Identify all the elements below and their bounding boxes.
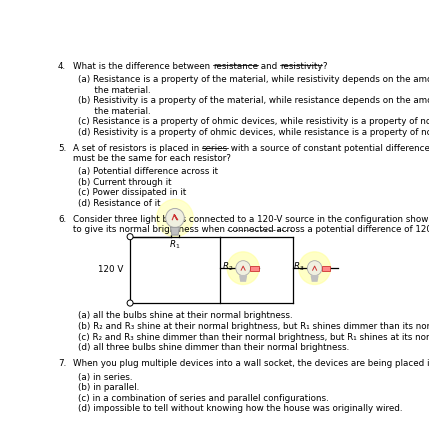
- FancyBboxPatch shape: [322, 266, 330, 271]
- Text: resistance: resistance: [213, 61, 258, 71]
- Text: A set of resistors is placed in: A set of resistors is placed in: [73, 144, 202, 153]
- Text: 120 V: 120 V: [98, 265, 124, 274]
- Text: (c) R₂ and R₃ shine dimmer than their normal brightness, but R₁ shines at its no: (c) R₂ and R₃ shine dimmer than their no…: [78, 332, 429, 342]
- Circle shape: [307, 261, 322, 276]
- Circle shape: [236, 261, 251, 276]
- Text: and: and: [258, 61, 280, 71]
- Text: (b) Resistivity is a property of the material, while resistance depends on the a: (b) Resistivity is a property of the mat…: [78, 96, 429, 105]
- Text: $R_2$: $R_2$: [222, 261, 233, 274]
- Text: When you plug multiple devices into a wall socket, the devices are being placed : When you plug multiple devices into a wa…: [73, 359, 429, 368]
- Text: (a) Resistance is a property of the material, while resistivity depends on the a: (a) Resistance is a property of the mate…: [78, 75, 429, 84]
- Text: What is the difference between: What is the difference between: [73, 61, 213, 71]
- Circle shape: [127, 300, 133, 306]
- Text: resistivity: resistivity: [280, 61, 322, 71]
- Text: (c) Resistance is a property of ohmic devices, while resistivity is a property o: (c) Resistance is a property of ohmic de…: [78, 118, 429, 126]
- Circle shape: [157, 199, 193, 236]
- Text: (b) in parallel.: (b) in parallel.: [78, 383, 139, 392]
- Text: must be the same for each resistor?: must be the same for each resistor?: [73, 154, 231, 164]
- Text: 7.: 7.: [58, 359, 66, 368]
- Text: $R_1$: $R_1$: [169, 238, 181, 251]
- Text: (a) Potential difference across it: (a) Potential difference across it: [78, 167, 218, 176]
- Polygon shape: [171, 228, 179, 235]
- Text: series: series: [202, 144, 228, 153]
- FancyBboxPatch shape: [251, 266, 259, 271]
- Text: 5.: 5.: [58, 144, 66, 153]
- Text: the material.: the material.: [78, 86, 150, 95]
- Circle shape: [299, 252, 331, 285]
- Circle shape: [166, 209, 184, 228]
- Text: with a source of constant potential difference. Which of the following: with a source of constant potential diff…: [228, 144, 429, 153]
- Polygon shape: [240, 276, 246, 281]
- Text: (b) Current through it: (b) Current through it: [78, 178, 171, 187]
- Text: the material.: the material.: [78, 107, 150, 116]
- Circle shape: [127, 234, 133, 240]
- Text: (d) all three bulbs shine dimmer than their normal brightness.: (d) all three bulbs shine dimmer than th…: [78, 343, 349, 352]
- Text: (a) in series.: (a) in series.: [78, 373, 132, 382]
- Text: (a) all the bulbs shine at their normal brightness.: (a) all the bulbs shine at their normal …: [78, 312, 292, 320]
- Text: (d) Resistivity is a property of ohmic devices, while resistance is a property o: (d) Resistivity is a property of ohmic d…: [78, 128, 429, 137]
- Text: to give its normal brightness when connected across a potential difference of 12: to give its normal brightness when conne…: [73, 225, 429, 234]
- Circle shape: [227, 252, 259, 285]
- Text: (b) R₂ and R₃ shine at their normal brightness, but R₁ shines dimmer than its no: (b) R₂ and R₃ shine at their normal brig…: [78, 322, 429, 331]
- Text: ?: ?: [322, 61, 327, 71]
- Text: (c) in a combination of series and parallel configurations.: (c) in a combination of series and paral…: [78, 394, 328, 403]
- Text: 6.: 6.: [58, 214, 66, 224]
- Text: 4.: 4.: [58, 61, 66, 71]
- Text: (d) Resistance of it: (d) Resistance of it: [78, 199, 160, 208]
- Polygon shape: [311, 276, 318, 281]
- Text: $R_3$: $R_3$: [293, 261, 305, 274]
- Text: (c) Power dissipated in it: (c) Power dissipated in it: [78, 188, 186, 197]
- Text: Consider three light bulbs connected to a 120-V source in the configuration show: Consider three light bulbs connected to …: [73, 214, 429, 224]
- Text: (d) impossible to tell without knowing how the house was originally wired.: (d) impossible to tell without knowing h…: [78, 404, 402, 413]
